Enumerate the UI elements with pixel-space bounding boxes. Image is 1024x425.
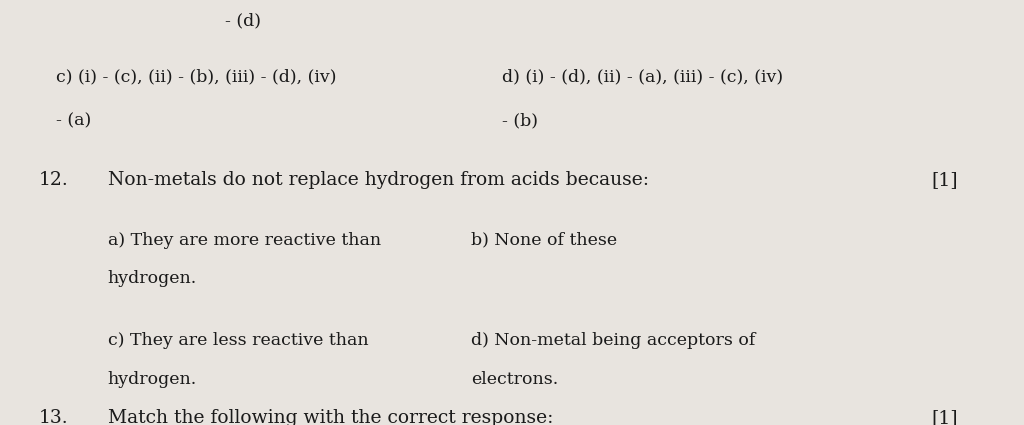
Text: 12.: 12. (39, 171, 69, 189)
Text: [1]: [1] (932, 409, 958, 425)
Text: Match the following with the correct response:: Match the following with the correct res… (108, 409, 553, 425)
Text: - (a): - (a) (56, 113, 91, 130)
Text: c) They are less reactive than: c) They are less reactive than (108, 332, 369, 349)
Text: a) They are more reactive than: a) They are more reactive than (108, 232, 381, 249)
Text: [1]: [1] (932, 171, 958, 189)
Text: - (b): - (b) (502, 113, 538, 130)
Text: 13.: 13. (39, 409, 69, 425)
Text: hydrogen.: hydrogen. (108, 270, 197, 287)
Text: c) (i) - (c), (ii) - (b), (iii) - (d), (iv): c) (i) - (c), (ii) - (b), (iii) - (d), (… (56, 68, 337, 85)
Text: hydrogen.: hydrogen. (108, 371, 197, 388)
Text: electrons.: electrons. (471, 371, 558, 388)
Text: b) None of these: b) None of these (471, 232, 617, 249)
Text: d) (i) - (d), (ii) - (a), (iii) - (c), (iv): d) (i) - (d), (ii) - (a), (iii) - (c), (… (502, 68, 783, 85)
Text: Non-metals do not replace hydrogen from acids because:: Non-metals do not replace hydrogen from … (108, 171, 648, 189)
Text: - (d): - (d) (225, 12, 261, 29)
Text: d) Non-metal being acceptors of: d) Non-metal being acceptors of (471, 332, 756, 349)
